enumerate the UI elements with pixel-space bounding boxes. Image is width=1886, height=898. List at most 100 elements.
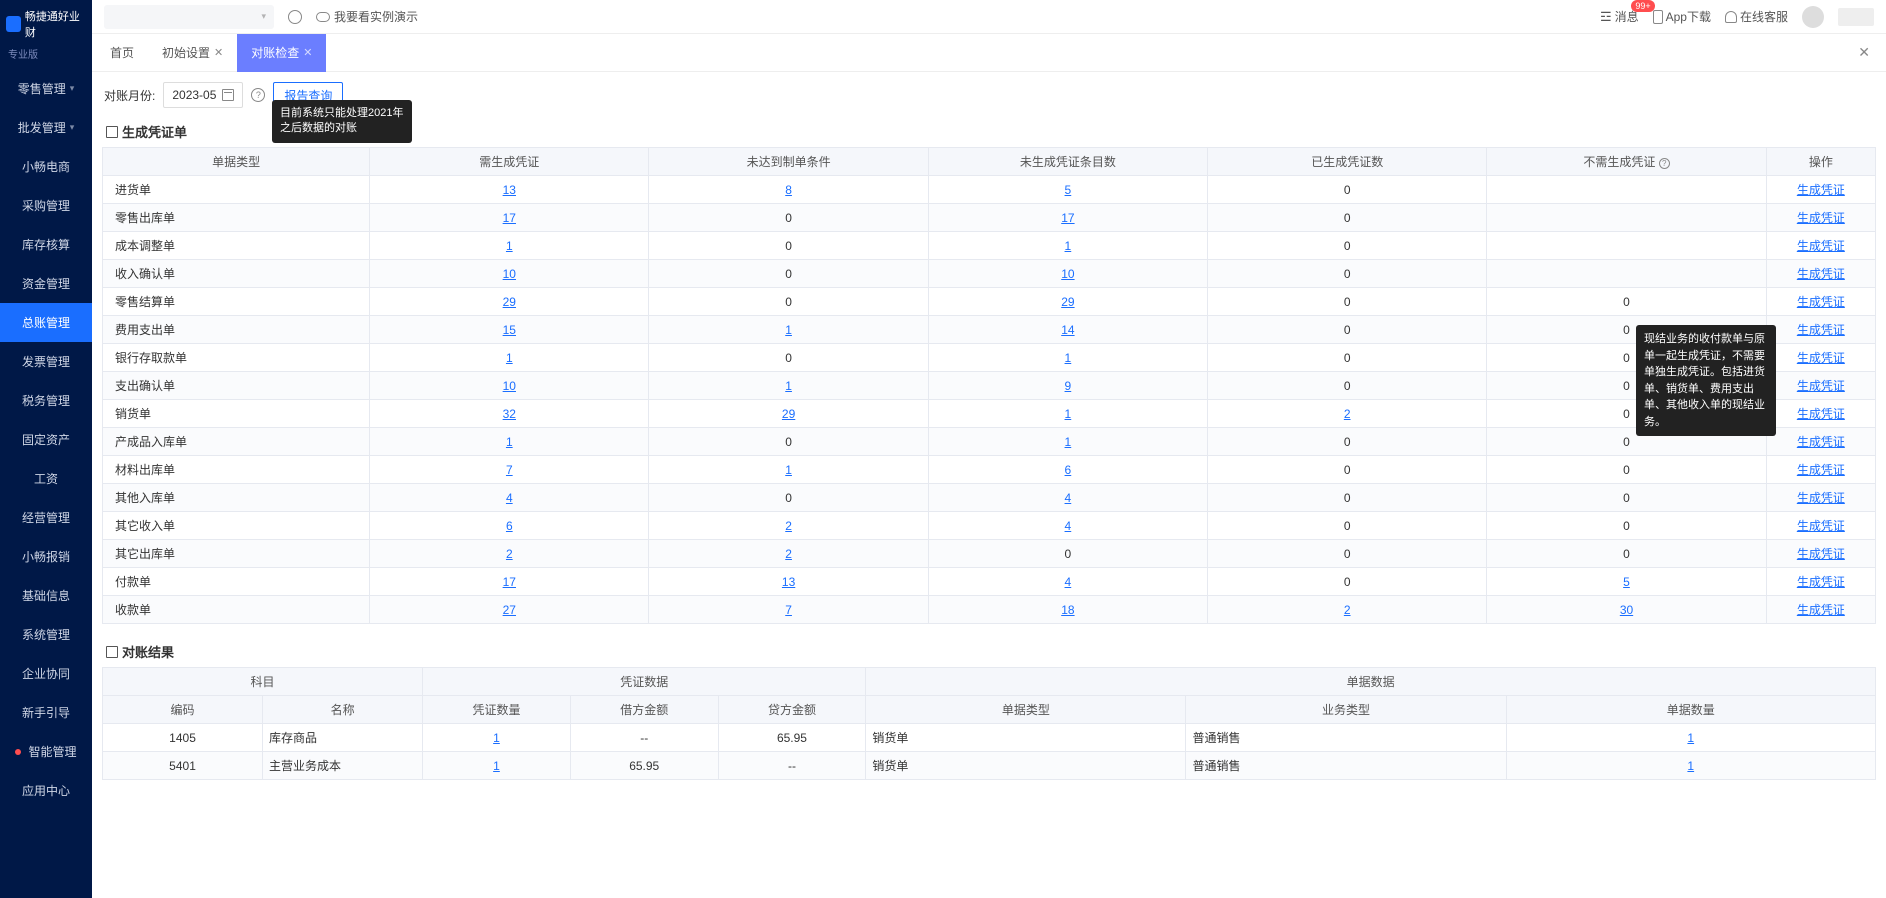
sidebar-item-小畅电商[interactable]: 小畅电商 [0,147,92,186]
count-link[interactable]: 1 [493,731,500,745]
count-link[interactable]: 27 [503,603,516,617]
count-link[interactable]: 1 [785,379,792,393]
sidebar-item-工资[interactable]: 工资 [0,459,92,498]
app-download[interactable]: App下载 [1653,8,1711,25]
generate-voucher-link[interactable]: 生成凭证 [1797,323,1845,337]
demo-note[interactable]: 我要看实例演示 [316,8,418,25]
generate-voucher-link[interactable]: 生成凭证 [1797,575,1845,589]
count-link[interactable]: 29 [503,295,516,309]
generate-voucher-link[interactable]: 生成凭证 [1797,183,1845,197]
sidebar-item-零售管理[interactable]: 零售管理▾ [0,69,92,108]
count-link[interactable]: 8 [785,183,792,197]
sidebar-item-库存核算[interactable]: 库存核算 [0,225,92,264]
generate-voucher-link[interactable]: 生成凭证 [1797,295,1845,309]
sidebar-item-采购管理[interactable]: 采购管理 [0,186,92,225]
customer-service[interactable]: 在线客服 [1725,8,1788,25]
count-link[interactable]: 5 [1623,575,1630,589]
generate-voucher-link[interactable]: 生成凭证 [1797,267,1845,281]
count-link[interactable]: 1 [1687,731,1694,745]
count-link[interactable]: 4 [1065,519,1072,533]
count-link[interactable]: 1 [1687,759,1694,773]
count-link[interactable]: 2 [1344,407,1351,421]
gear-icon[interactable] [288,10,302,24]
count-link[interactable]: 10 [503,379,516,393]
sidebar-item-税务管理[interactable]: 税务管理 [0,381,92,420]
count-link[interactable]: 7 [506,463,513,477]
close-all-tabs[interactable]: ✕ [1846,44,1882,61]
count-link[interactable]: 10 [1061,267,1074,281]
count-link[interactable]: 9 [1065,379,1072,393]
generate-voucher-link[interactable]: 生成凭证 [1797,211,1845,225]
count-link[interactable]: 4 [506,491,513,505]
user-name[interactable] [1838,8,1874,26]
count-link[interactable]: 5 [1065,183,1072,197]
sidebar-item-发票管理[interactable]: 发票管理 [0,342,92,381]
count-link[interactable]: 17 [1061,211,1074,225]
count-link[interactable]: 14 [1061,323,1074,337]
count-link[interactable]: 6 [1065,463,1072,477]
count-link[interactable]: 2 [1344,603,1351,617]
messages-button[interactable]: ☲ 消息 99+ [1600,8,1639,25]
generate-voucher-link[interactable]: 生成凭证 [1797,491,1845,505]
count-link[interactable]: 30 [1620,603,1633,617]
count-link[interactable]: 1 [785,463,792,477]
close-icon[interactable]: ✕ [214,46,223,59]
count-link[interactable]: 1 [1065,407,1072,421]
count-link[interactable]: 29 [1061,295,1074,309]
count-link[interactable]: 4 [1065,491,1072,505]
generate-voucher-link[interactable]: 生成凭证 [1797,435,1845,449]
count-link[interactable]: 2 [785,547,792,561]
count-link[interactable]: 2 [785,519,792,533]
sidebar-item-小畅报销[interactable]: 小畅报销 [0,537,92,576]
sidebar-item-经营管理[interactable]: 经营管理 [0,498,92,537]
generate-voucher-link[interactable]: 生成凭证 [1797,379,1845,393]
sidebar-item-基础信息[interactable]: 基础信息 [0,576,92,615]
count-link[interactable]: 2 [506,547,513,561]
avatar[interactable] [1802,6,1824,28]
generate-voucher-link[interactable]: 生成凭证 [1797,351,1845,365]
help-icon[interactable]: ? [1659,158,1670,169]
count-link[interactable]: 6 [506,519,513,533]
tab-初始设置[interactable]: 初始设置✕ [148,34,237,72]
count-link[interactable]: 1 [1065,351,1072,365]
count-link[interactable]: 10 [503,267,516,281]
count-link[interactable]: 13 [782,575,795,589]
sidebar-item-系统管理[interactable]: 系统管理 [0,615,92,654]
count-link[interactable]: 15 [503,323,516,337]
company-selector[interactable]: ▾ [104,5,274,29]
generate-voucher-link[interactable]: 生成凭证 [1797,519,1845,533]
date-input[interactable]: 2023-05 [163,82,243,108]
count-link[interactable]: 17 [503,575,516,589]
count-link[interactable]: 7 [785,603,792,617]
count-link[interactable]: 1 [1065,435,1072,449]
count-link[interactable]: 32 [503,407,516,421]
sidebar-item-批发管理[interactable]: 批发管理▾ [0,108,92,147]
generate-voucher-link[interactable]: 生成凭证 [1797,547,1845,561]
generate-voucher-link[interactable]: 生成凭证 [1797,239,1845,253]
count-link[interactable]: 1 [506,239,513,253]
sidebar-item-总账管理[interactable]: 总账管理 [0,303,92,342]
count-link[interactable]: 1 [506,351,513,365]
count-link[interactable]: 17 [503,211,516,225]
count-link[interactable]: 18 [1061,603,1074,617]
sidebar-item-新手引导[interactable]: 新手引导 [0,693,92,732]
sidebar-item-智能管理[interactable]: 智能管理 [0,732,92,771]
count-link[interactable]: 1 [506,435,513,449]
count-link[interactable]: 1 [493,759,500,773]
sidebar-item-固定资产[interactable]: 固定资产 [0,420,92,459]
sidebar-item-应用中心[interactable]: 应用中心 [0,771,92,810]
count-link[interactable]: 4 [1065,575,1072,589]
sidebar-item-资金管理[interactable]: 资金管理 [0,264,92,303]
help-icon[interactable]: ? [251,88,265,102]
count-link[interactable]: 29 [782,407,795,421]
generate-voucher-link[interactable]: 生成凭证 [1797,407,1845,421]
sidebar-item-企业协同[interactable]: 企业协同 [0,654,92,693]
tab-对账检查[interactable]: 对账检查✕ [237,34,326,72]
count-link[interactable]: 1 [1065,239,1072,253]
generate-voucher-link[interactable]: 生成凭证 [1797,463,1845,477]
count-link[interactable]: 1 [785,323,792,337]
count-link[interactable]: 13 [503,183,516,197]
generate-voucher-link[interactable]: 生成凭证 [1797,603,1845,617]
tab-首页[interactable]: 首页 [96,34,148,72]
close-icon[interactable]: ✕ [303,46,312,59]
